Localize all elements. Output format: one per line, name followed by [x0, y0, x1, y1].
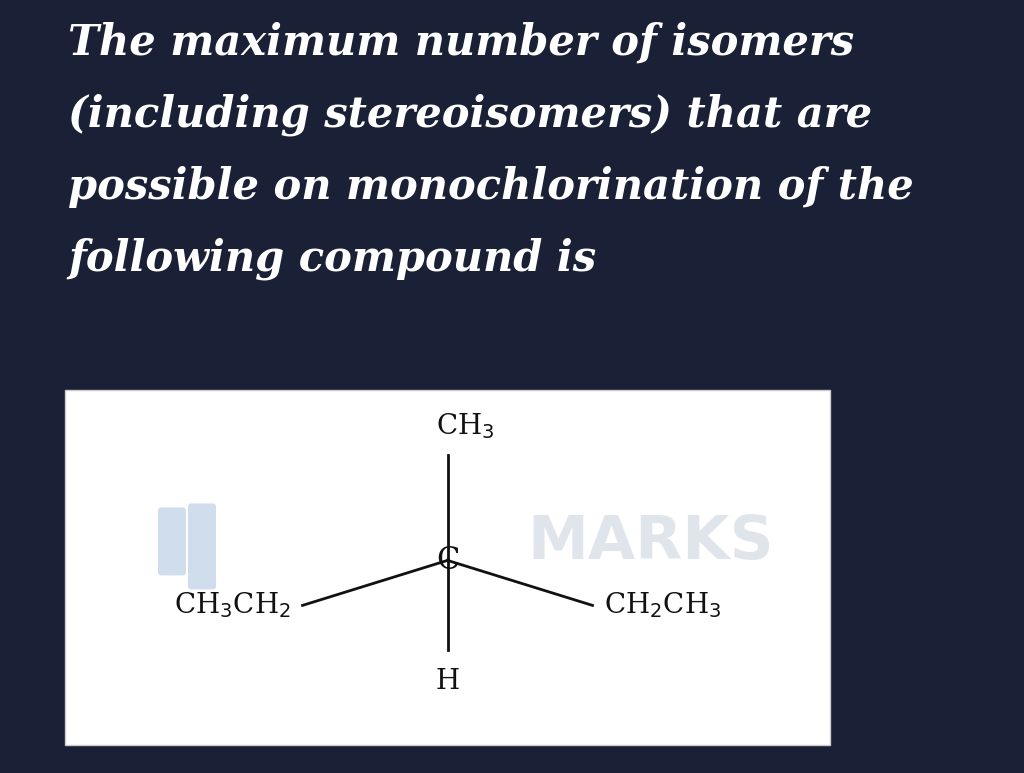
- Text: MARKS: MARKS: [527, 513, 774, 572]
- FancyBboxPatch shape: [158, 507, 186, 575]
- Text: The maximum number of isomers: The maximum number of isomers: [68, 22, 854, 64]
- Text: CH$_2$CH$_3$: CH$_2$CH$_3$: [604, 591, 722, 620]
- FancyBboxPatch shape: [188, 503, 216, 589]
- Text: possible on monochlorination of the: possible on monochlorination of the: [68, 166, 913, 208]
- Text: (including stereoisomers) that are: (including stereoisomers) that are: [68, 94, 872, 136]
- Text: CH$_3$CH$_2$: CH$_3$CH$_2$: [173, 591, 291, 620]
- Text: following compound is: following compound is: [68, 238, 596, 281]
- Text: H: H: [435, 669, 460, 696]
- Text: CH$_3$: CH$_3$: [436, 411, 495, 441]
- Bar: [65, 390, 830, 745]
- Text: C: C: [436, 545, 459, 576]
